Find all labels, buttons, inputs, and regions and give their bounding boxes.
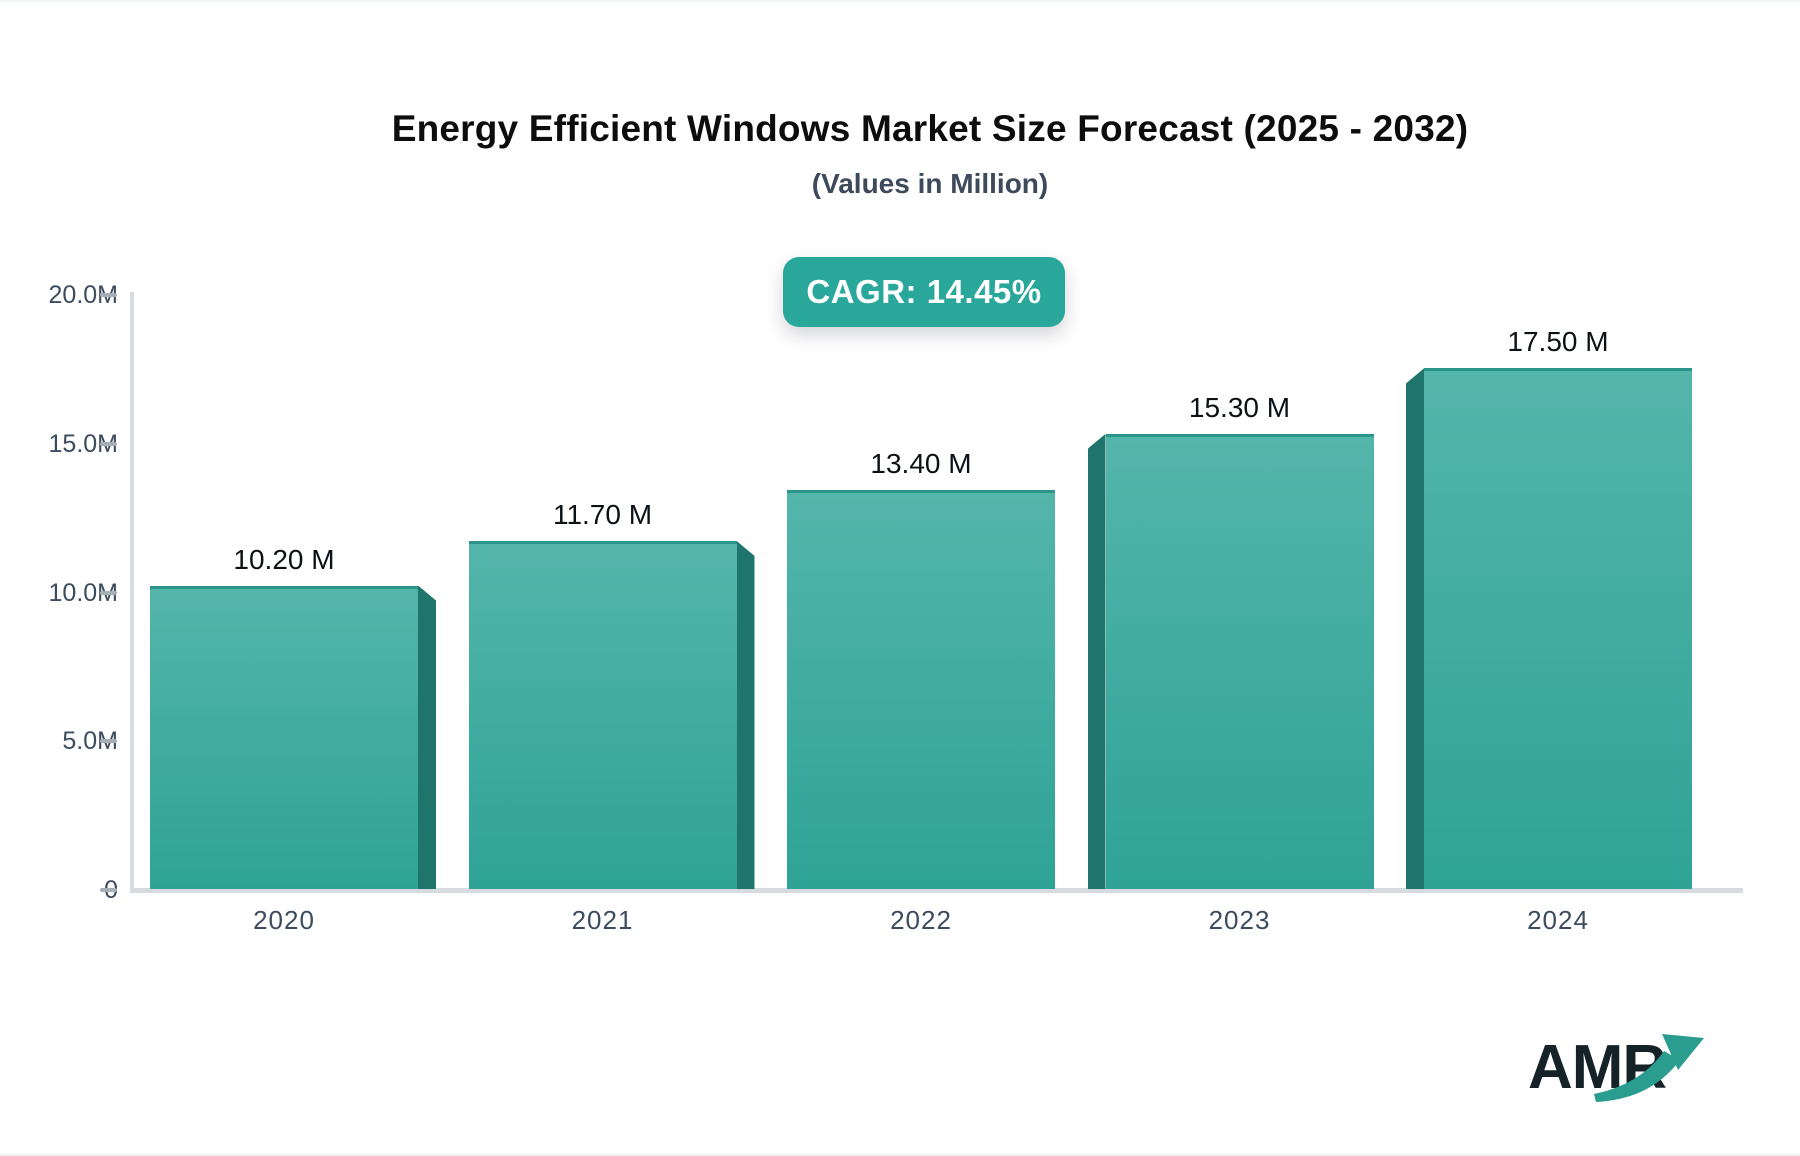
y-tick-mark — [100, 293, 117, 297]
x-axis-label: 2022 — [890, 905, 952, 935]
bar-value-label: 15.30 M — [1188, 391, 1291, 423]
y-tick-mark — [100, 739, 117, 744]
amr-logo: AMR — [1506, 1024, 1736, 1120]
chart-subtitle: (Values in Million) — [811, 168, 1049, 199]
bar-value-label: 13.40 M — [870, 448, 972, 480]
bar-value-label: 11.70 M — [552, 498, 653, 530]
bar-side-right — [418, 585, 436, 889]
amr-logo-text: AMR — [1528, 1033, 1667, 1102]
cagr-badge: CAGR: 14.45% — [783, 257, 1065, 327]
bar-value-label: 10.20 M — [233, 543, 335, 575]
chart-title: Energy Efficient Windows Market Size For… — [391, 108, 1469, 149]
bar-2022 — [787, 490, 1055, 889]
x-axis-label: 2020 — [253, 905, 315, 935]
bar-2023 — [1105, 433, 1374, 889]
y-tick-mark — [100, 590, 117, 595]
x-axis-label: 2023 — [1208, 905, 1271, 935]
bar-side-left — [1087, 433, 1106, 889]
bar-2024 — [1424, 368, 1692, 889]
y-tick-mark — [100, 441, 117, 446]
bar-side-left — [1406, 368, 1424, 889]
x-axis-label: 2024 — [1527, 905, 1589, 935]
amr-logo-arrow-icon — [1594, 1034, 1704, 1102]
bar-value-label: 17.50 M — [1507, 326, 1609, 358]
y-tick-mark — [100, 888, 117, 892]
cagr-badge-label: CAGR: 14.45% — [806, 273, 1042, 310]
x-axis-line — [130, 888, 1743, 893]
bar-2020 — [150, 585, 418, 889]
x-axis-label: 2021 — [571, 905, 634, 935]
bar-2021 — [468, 540, 737, 889]
y-axis-line — [130, 292, 134, 890]
bar-side-right — [736, 540, 755, 889]
